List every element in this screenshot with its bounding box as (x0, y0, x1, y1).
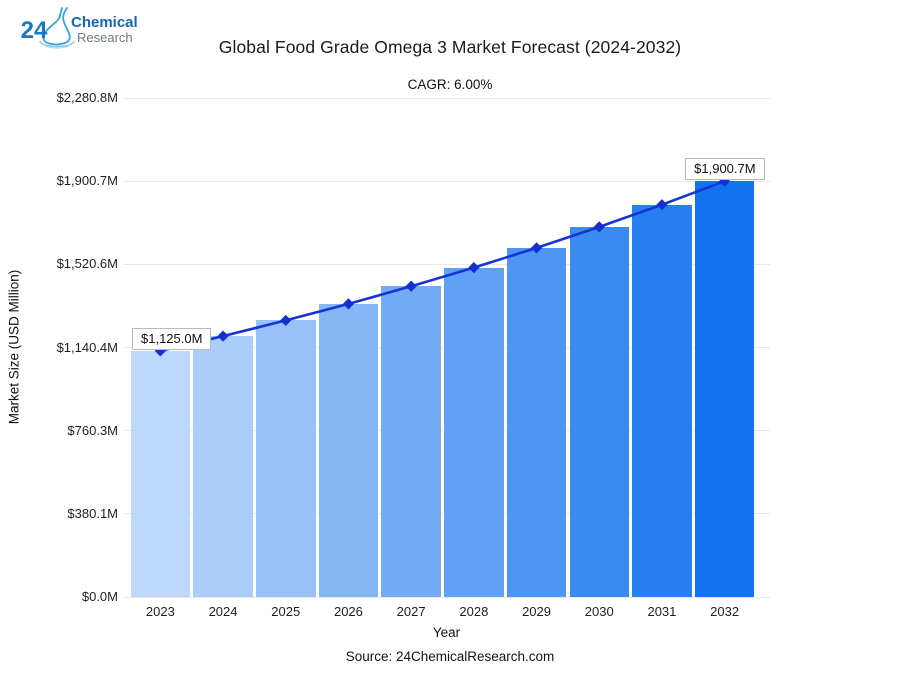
gridline (123, 180, 770, 182)
source-attribution: Source: 24ChemicalResearch.com (345, 649, 555, 664)
chart-title: Global Food Grade Omega 3 Market Forecas… (218, 37, 682, 57)
gridline (123, 97, 770, 99)
bar-2029 (506, 247, 567, 597)
y-axis-tick-labels: $0.0M $380.1M $760.3M $1,140.4M $1,520.6M $1,… (0, 0, 118, 680)
x-tick-2023: 2023 (145, 604, 175, 619)
bar-2028 (444, 267, 504, 597)
bar-2027 (381, 286, 441, 597)
x-tick-2028: 2028 (459, 604, 489, 619)
x-axis-tick-labels: 2023 2024 2025 2026 2027 2028 2029 2030 2031 2032 (129, 604, 756, 622)
logo-text-research: Research (77, 30, 133, 45)
data-point-2031 (656, 199, 668, 211)
data-point-2026 (342, 298, 355, 310)
x-tick-2031: 2031 (647, 604, 677, 619)
annotation-2023: $1,125.0M (132, 327, 212, 350)
bar-2023 (130, 350, 191, 597)
y-tick-3: $1,140.4M (56, 339, 118, 355)
bar-2025 (256, 320, 316, 597)
y-tick-0: $0.0M (81, 589, 118, 604)
y-tick-1: $380.1M (67, 505, 118, 521)
data-point-2025 (280, 314, 292, 327)
bar-2031 (632, 204, 692, 597)
x-tick-2026: 2026 (333, 604, 363, 619)
data-point-2030 (593, 221, 605, 233)
trend-line (160, 179, 726, 353)
bar-2030 (569, 226, 629, 597)
gridline (123, 263, 770, 265)
x-tick-2024: 2024 (208, 604, 238, 619)
chart-subtitle: CAGR: 6.00% (407, 77, 493, 92)
logo-number: 24 (21, 17, 48, 44)
bar-2026 (318, 303, 379, 597)
trend-line-layer (154, 175, 731, 357)
x-tick-2030: 2030 (584, 604, 614, 619)
data-point-2028 (468, 262, 480, 274)
logo-24chemical-research: 24 Chemical Research (21, 7, 138, 49)
y-tick-4: $1,520.6M (56, 256, 118, 272)
gridline (123, 596, 770, 598)
data-point-2029 (530, 242, 543, 254)
y-tick-5: $1,900.7M (56, 173, 118, 189)
bar-2032 (694, 181, 755, 597)
x-axis-title: Year (432, 625, 461, 640)
y-tick-6: $2,280.8M (56, 90, 118, 105)
x-tick-2027: 2027 (396, 604, 426, 619)
bar-2024 (193, 336, 253, 597)
annotation-2032: $1,900.7M (685, 158, 765, 181)
data-point-2027 (405, 280, 417, 292)
y-tick-2: $760.3M (67, 422, 118, 438)
plot-area: $1,125.0M $1,900.7M (123, 97, 770, 598)
x-tick-2032: 2032 (710, 604, 740, 619)
logo-text-chemical: Chemical (71, 14, 138, 31)
flask-icon (39, 7, 75, 49)
data-point-2024 (217, 330, 229, 342)
x-tick-2029: 2029 (522, 604, 551, 619)
x-tick-2025: 2025 (271, 604, 301, 619)
